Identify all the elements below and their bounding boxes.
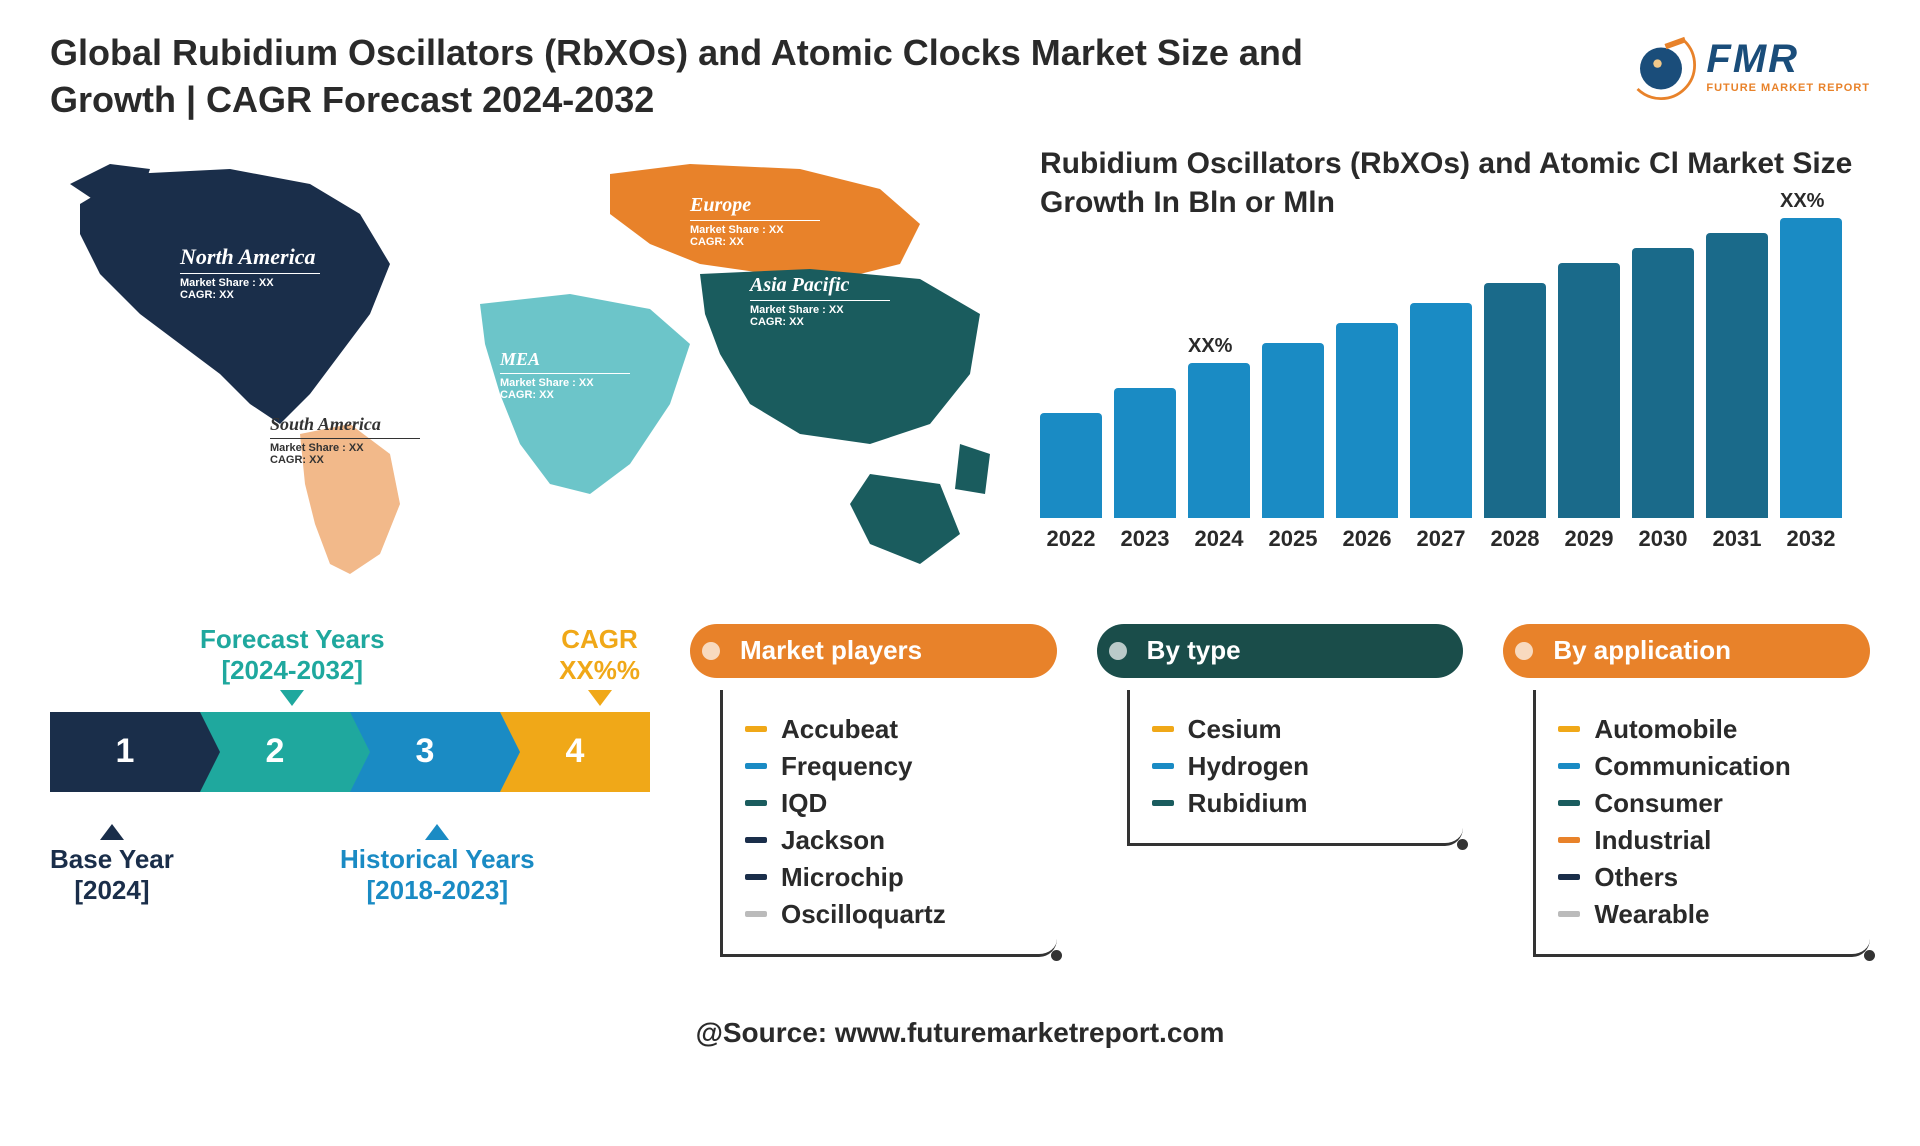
chart-title: Rubidium Oscillators (RbXOs) and Atomic … (1040, 144, 1870, 222)
bullet-icon (745, 837, 767, 843)
historical-label: Historical Years[2018-2023] (340, 824, 535, 906)
timeline-bar: 1234 (50, 712, 650, 792)
bar-label: 2032 (1787, 526, 1836, 552)
timeline-segment-3: 3 (350, 712, 500, 792)
page-title: Global Rubidium Oscillators (RbXOs) and … (50, 30, 1350, 124)
list-item: Frequency (745, 751, 1057, 782)
pill-header: By type (1097, 624, 1464, 678)
bullet-icon (745, 726, 767, 732)
bar-label: 2023 (1121, 526, 1170, 552)
bar-label: 2028 (1491, 526, 1540, 552)
bullet-icon (1558, 911, 1580, 917)
bar-annotation: XX% (1780, 190, 1824, 213)
bullet-icon (1558, 726, 1580, 732)
list-item: Accubeat (745, 714, 1057, 745)
bar-2028: 2028 (1484, 283, 1546, 552)
list-item: IQD (745, 788, 1057, 819)
bullet-icon (1558, 800, 1580, 806)
bar-label: 2025 (1269, 526, 1318, 552)
bar-label: 2031 (1713, 526, 1762, 552)
bullet-icon (745, 874, 767, 880)
pill-dot-icon (702, 642, 720, 660)
logo-text: FMR (1706, 37, 1870, 82)
bullet-icon (745, 763, 767, 769)
region-north-america: North America Market Share : XX CAGR: XX (180, 244, 320, 301)
bar-2031: 2031 (1706, 233, 1768, 552)
source-attribution: @Source: www.futuremarketreport.com (0, 1017, 1920, 1049)
bar-label: 2030 (1639, 526, 1688, 552)
pill-dot-icon (1515, 642, 1533, 660)
list-item: Hydrogen (1152, 751, 1464, 782)
bar-2025: 2025 (1262, 343, 1324, 552)
list-item: Industrial (1558, 825, 1870, 856)
bar-2029: 2029 (1558, 263, 1620, 552)
bar-2023: 2023 (1114, 388, 1176, 552)
region-asia-pacific: Asia Pacific Market Share : XX CAGR: XX (750, 274, 890, 328)
pill-market-players: Market players Accubeat Frequency IQD Jackso… (690, 624, 1057, 957)
bar-2024: XX%2024 (1188, 363, 1250, 552)
bar-label: 2029 (1565, 526, 1614, 552)
bar-label: 2024 (1195, 526, 1244, 552)
list-item: Oscilloquartz (745, 899, 1057, 930)
list-item: Rubidium (1152, 788, 1464, 819)
region-mea: MEA Market Share : XX CAGR: XX (500, 349, 630, 401)
region-europe: Europe Market Share : XX CAGR: XX (690, 194, 820, 248)
bar-label: 2027 (1417, 526, 1466, 552)
cagr-label: CAGRXX%% (559, 624, 640, 706)
bar-chart: 20222023XX%20242025202620272028202920302… (1040, 232, 1870, 552)
pill-header: Market players (690, 624, 1057, 678)
bar-2032: XX%2032 (1780, 218, 1842, 552)
bar-2030: 2030 (1632, 248, 1694, 552)
pill-dot-icon (1109, 642, 1127, 660)
timeline: Forecast Years[2024-2032] CAGRXX%% 1234 … (50, 624, 650, 890)
timeline-segment-4: 4 (500, 712, 650, 792)
bullet-icon (745, 911, 767, 917)
list-item: Cesium (1152, 714, 1464, 745)
list-item: Jackson (745, 825, 1057, 856)
list-item: Wearable (1558, 899, 1870, 930)
growth-chart: Rubidium Oscillators (RbXOs) and Atomic … (1040, 144, 1870, 584)
bullet-icon (1558, 837, 1580, 843)
logo: FMR FUTURE MARKET REPORT (1626, 30, 1870, 100)
forecast-label: Forecast Years[2024-2032] (200, 624, 385, 706)
logo-subtitle: FUTURE MARKET REPORT (1706, 82, 1870, 94)
bullet-icon (1558, 763, 1580, 769)
pill-list: Cesium Hydrogen Rubidium (1127, 690, 1464, 846)
region-south-america: South America Market Share : XX CAGR: XX (270, 414, 420, 466)
pill-list: Accubeat Frequency IQD Jackson Microchip Osci… (720, 690, 1057, 957)
header: Global Rubidium Oscillators (RbXOs) and … (0, 0, 1920, 134)
world-map: North America Market Share : XX CAGR: XX… (50, 144, 1010, 584)
base-label: Base Year[2024] (50, 824, 174, 906)
timeline-segment-2: 2 (200, 712, 350, 792)
bar-2026: 2026 (1336, 323, 1398, 552)
timeline-segment-1: 1 (50, 712, 200, 792)
pill-by-type: By type Cesium Hydrogen Rubidium (1097, 624, 1464, 957)
category-pills: Market players Accubeat Frequency IQD Jackso… (690, 624, 1870, 957)
bar-2027: 2027 (1410, 303, 1472, 552)
pill-list: Automobile Communication Consumer Industria… (1533, 690, 1870, 957)
bar-label: 2026 (1343, 526, 1392, 552)
bullet-icon (745, 800, 767, 806)
bar-annotation: XX% (1188, 335, 1232, 358)
bullet-icon (1152, 726, 1174, 732)
list-item: Others (1558, 862, 1870, 893)
bar-label: 2022 (1047, 526, 1096, 552)
bar-2022: 2022 (1040, 413, 1102, 552)
list-item: Consumer (1558, 788, 1870, 819)
pill-header: By application (1503, 624, 1870, 678)
bullet-icon (1152, 800, 1174, 806)
list-item: Microchip (745, 862, 1057, 893)
bullet-icon (1152, 763, 1174, 769)
bullet-icon (1558, 874, 1580, 880)
list-item: Automobile (1558, 714, 1870, 745)
pill-by-application: By application Automobile Communication Con… (1503, 624, 1870, 957)
telescope-icon (1626, 30, 1696, 100)
list-item: Communication (1558, 751, 1870, 782)
